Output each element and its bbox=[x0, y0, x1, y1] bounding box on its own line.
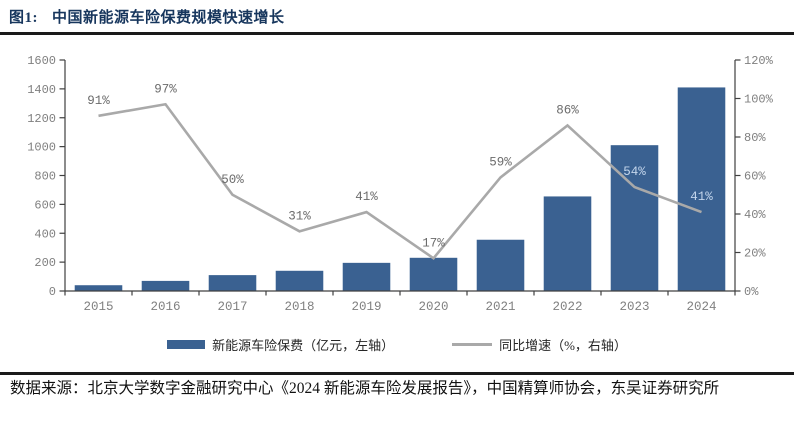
left-axis-tick-label: 1600 bbox=[27, 54, 56, 68]
x-axis-category-label: 2024 bbox=[686, 300, 716, 314]
right-axis-tick-label: 40% bbox=[744, 208, 766, 222]
growth-point-label: 59% bbox=[489, 155, 512, 169]
x-axis-category-label: 2019 bbox=[351, 300, 381, 314]
left-axis-tick-label: 400 bbox=[34, 227, 56, 241]
right-axis-tick-label: 120% bbox=[744, 54, 774, 68]
figure-header: 图1: 中国新能源车险保费规模快速增长 bbox=[0, 0, 794, 27]
growth-point-label: 17% bbox=[422, 236, 445, 250]
line-series-swatch bbox=[452, 343, 493, 346]
bar-2023 bbox=[610, 145, 659, 291]
legend-item-growth: 同比增速（%，右轴） bbox=[452, 335, 627, 354]
left-axis-tick-label: 1400 bbox=[27, 83, 56, 97]
growth-point-label: 54% bbox=[623, 165, 646, 179]
figure-label: 图1: bbox=[9, 10, 38, 26]
left-axis-tick-label: 1000 bbox=[27, 141, 56, 155]
growth-point-label: 41% bbox=[355, 190, 378, 204]
x-axis-category-label: 2022 bbox=[552, 300, 582, 314]
bar-2017 bbox=[208, 275, 257, 291]
bar-2020 bbox=[409, 257, 458, 291]
right-axis-tick-label: 60% bbox=[744, 170, 766, 184]
x-axis-category-label: 2017 bbox=[217, 300, 247, 314]
x-axis-category-label: 2021 bbox=[485, 300, 515, 314]
growth-point-label: 41% bbox=[690, 190, 713, 204]
left-axis-tick-label: 1200 bbox=[27, 112, 56, 126]
bar-series-swatch bbox=[167, 340, 206, 349]
right-axis-tick-label: 20% bbox=[744, 247, 766, 261]
left-axis-tick-label: 0 bbox=[49, 285, 56, 299]
title-rule bbox=[0, 32, 794, 35]
growth-point-label: 86% bbox=[556, 103, 579, 117]
bar-2015 bbox=[74, 285, 123, 291]
bar-2018 bbox=[275, 270, 324, 291]
growth-point-label: 50% bbox=[221, 173, 244, 187]
growth-line bbox=[98, 102, 702, 261]
footer-rule bbox=[0, 372, 794, 375]
legend-label-growth: 同比增速（%，右轴） bbox=[499, 338, 627, 353]
x-axis-category-label: 2023 bbox=[619, 300, 649, 314]
bar-2019 bbox=[342, 262, 391, 291]
x-axis-category-label: 2020 bbox=[418, 300, 448, 314]
bar-2021 bbox=[476, 239, 525, 291]
legend-label-premium: 新能源车险保费（亿元，左轴） bbox=[212, 338, 395, 353]
bar-2024 bbox=[677, 87, 726, 292]
growth-point-label: 31% bbox=[288, 209, 311, 223]
source-note: 数据来源：北京大学数字金融研究中心《2024 新能源车险发展报告》，中国精算师协… bbox=[10, 380, 720, 397]
figure-title: 中国新能源车险保费规模快速增长 bbox=[52, 10, 285, 26]
right-axis-tick-label: 80% bbox=[744, 131, 766, 145]
x-axis-category-label: 2015 bbox=[83, 300, 113, 314]
x-axis-category-label: 2016 bbox=[150, 300, 180, 314]
bar-2016 bbox=[141, 280, 190, 291]
right-axis-tick-label: 100% bbox=[744, 93, 774, 107]
chart-legend: 新能源车险保费（亿元，左轴） 同比增速（%，右轴） bbox=[0, 335, 794, 354]
bar-2022 bbox=[543, 196, 592, 291]
legend-item-premium: 新能源车险保费（亿元，左轴） bbox=[167, 335, 394, 354]
left-axis-tick-label: 200 bbox=[34, 256, 56, 270]
growth-point-label: 97% bbox=[154, 82, 177, 96]
left-axis-tick-label: 800 bbox=[34, 170, 56, 184]
left-axis-tick-label: 600 bbox=[34, 198, 56, 212]
x-axis-category-label: 2018 bbox=[284, 300, 314, 314]
right-axis-tick-label: 0% bbox=[744, 285, 759, 299]
premium-growth-combo-chart: 0 200 400 600 800 1000 1200 1400 1600 0% 20% 40% 60%… bbox=[27, 54, 774, 314]
growth-point-label: 91% bbox=[87, 94, 110, 108]
